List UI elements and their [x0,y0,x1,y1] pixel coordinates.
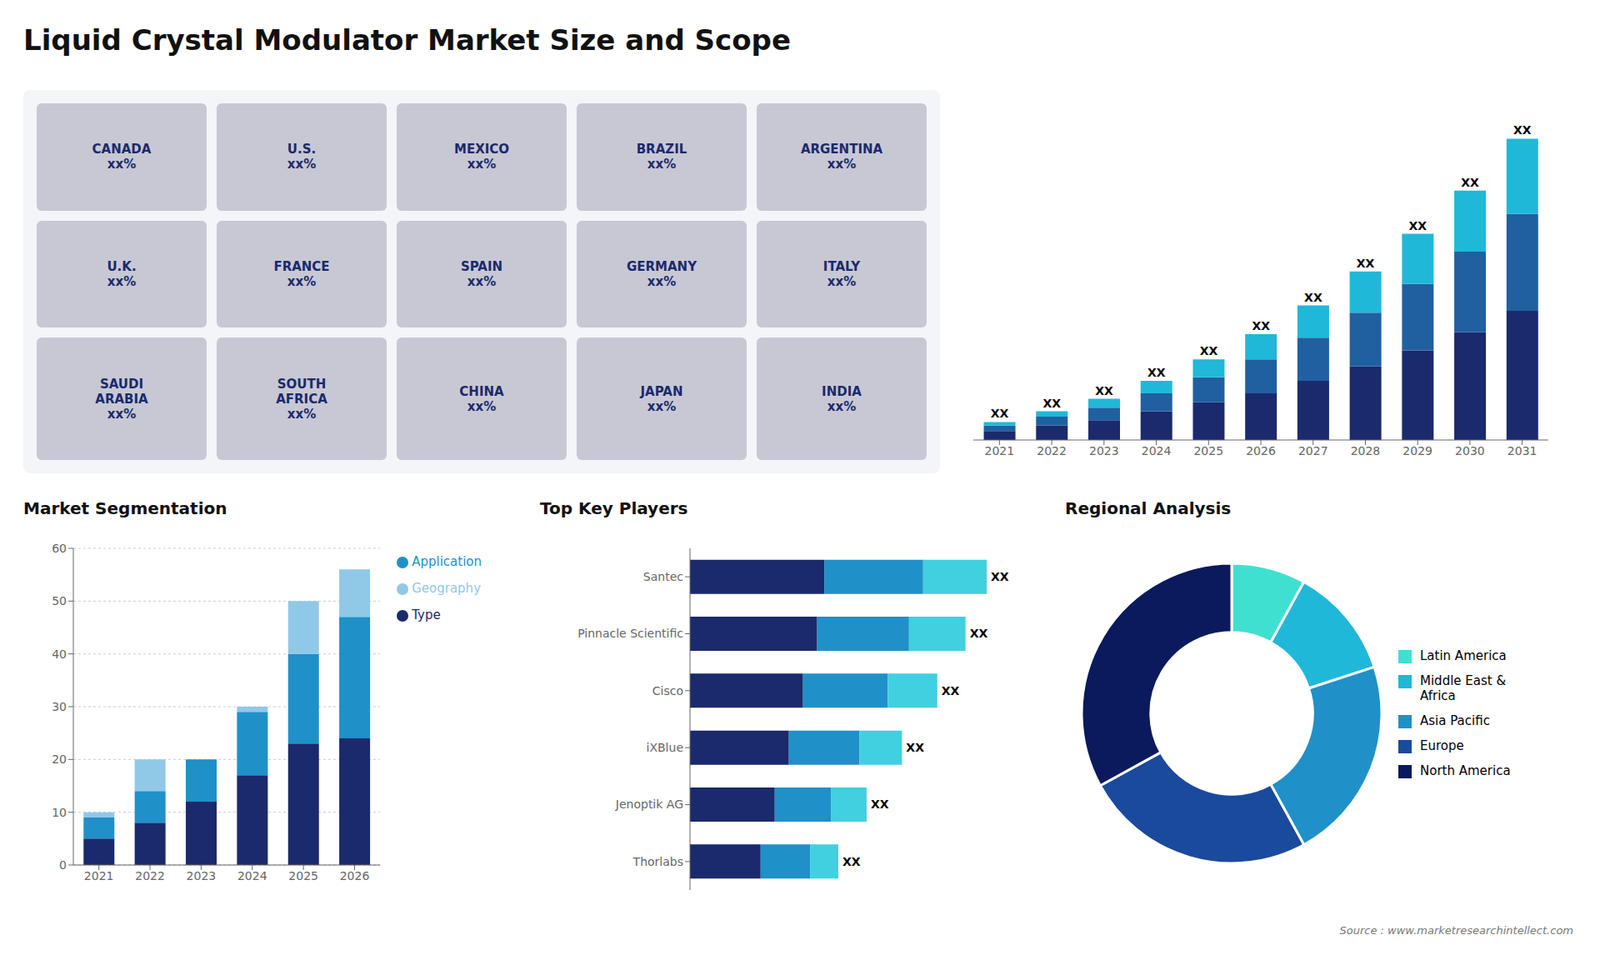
svg-text:XX: XX [1460,175,1480,190]
svg-text:Pinnacle Scientific: Pinnacle Scientific [577,626,684,640]
html-text:Asia Pacific: Asia Pacific [1420,713,1490,729]
html-text:Africa: Africa [1420,688,1456,704]
svg-text:XX: XX [1513,123,1532,137]
html-text:xx%: xx% [287,274,316,290]
svg-text:XX: XX [990,406,1010,420]
svg-text:50: 50 [51,594,67,608]
svg-text:XX: XX [905,740,925,755]
html-text:ARABIA: ARABIA [95,391,149,407]
html-text:Application: Application [411,554,482,570]
svg-text:2024: 2024 [237,869,268,883]
svg-text:2026: 2026 [1245,444,1276,458]
html-text:AFRICA: AFRICA [276,391,328,407]
svg-text:0: 0 [59,858,67,872]
svg-text:2021: 2021 [84,869,115,883]
svg-text:Santec: Santec [643,570,684,584]
svg-text:XX: XX [1409,219,1428,233]
html-text:xx%: xx% [287,156,316,172]
svg-text:XX: XX [1042,396,1061,410]
svg-text:30: 30 [51,700,67,714]
html-text:Europe: Europe [1420,738,1464,754]
html-text:Geography: Geography [411,580,481,596]
html-text:Source : www.marketresearchint: Source : www.marketresearchintellect.com [1339,924,1574,937]
svg-text:2023: 2023 [1089,444,1120,458]
svg-text:XX: XX [1147,365,1166,380]
html-text:JAPAN: JAPAN [640,383,683,399]
html-text:xx%: xx% [107,406,136,422]
svg-text:2023: 2023 [186,869,217,883]
svg-text:2021: 2021 [985,444,1015,458]
svg-text:XX: XX [1304,290,1323,305]
svg-text:Thorlabs: Thorlabs [632,855,684,869]
html-text:Top Key Players: Top Key Players [540,498,688,519]
svg-text:2029: 2029 [1402,444,1433,458]
html-text:ARGENTINA: ARGENTINA [800,141,883,157]
html-text:FRANCE: FRANCE [273,259,330,275]
svg-text:2022: 2022 [135,869,165,883]
svg-text:XX: XX [941,684,960,698]
svg-text:2022: 2022 [1036,444,1067,458]
svg-text:2031: 2031 [1507,444,1538,458]
svg-text:XX: XX [842,855,861,869]
svg-text:2024: 2024 [1141,444,1172,458]
html-text:Middle East &: Middle East & [1420,673,1506,689]
svg-text:2025: 2025 [288,869,319,883]
html-text:CHINA: CHINA [459,383,504,399]
svg-text:2030: 2030 [1455,444,1485,458]
html-text:North America: North America [1420,763,1511,779]
svg-text:2026: 2026 [340,869,370,883]
html-text:SOUTH: SOUTH [277,376,327,392]
svg-text:10: 10 [51,805,67,820]
html-text:U.S.: U.S. [287,141,316,157]
html-text:MEXICO: MEXICO [454,141,510,157]
svg-text:60: 60 [51,541,67,555]
svg-text:40: 40 [51,647,67,661]
svg-text:XX: XX [1200,344,1219,358]
svg-text:Jenoptik AG: Jenoptik AG [615,797,684,811]
svg-text:iXBlue: iXBlue [646,740,684,755]
svg-text:XX: XX [970,626,989,640]
svg-text:20: 20 [51,752,67,766]
svg-text:2025: 2025 [1193,444,1224,458]
html-text:SAUDI: SAUDI [99,376,144,392]
html-text:SPAIN: SPAIN [460,259,503,275]
html-text:INDIA: INDIA [821,383,862,399]
html-text:Liquid Crystal Modulator Marke: Liquid Crystal Modulator Market Size and… [23,23,791,57]
html-text:xx%: xx% [647,398,676,414]
html-text:Regional Analysis: Regional Analysis [1065,498,1231,519]
html-text:xx%: xx% [647,156,676,172]
html-text:xx%: xx% [467,156,496,172]
html-text:xx%: xx% [827,274,856,290]
html-text:xx%: xx% [287,406,316,422]
html-text:BRAZIL: BRAZIL [636,141,687,157]
svg-text:XX: XX [1356,256,1375,270]
html-text:xx%: xx% [467,274,496,290]
html-text:Market Segmentation: Market Segmentation [23,498,228,519]
svg-text:2027: 2027 [1298,444,1329,458]
svg-text:XX: XX [1251,319,1270,333]
html-text:xx%: xx% [827,398,856,414]
html-text:xx%: xx% [467,398,496,414]
html-text:GERMANY: GERMANY [626,259,697,275]
svg-text:Cisco: Cisco [652,684,684,698]
svg-text:XX: XX [990,570,1010,584]
svg-text:XX: XX [1095,384,1114,398]
svg-text:XX: XX [870,797,890,811]
html-text:ITALY: ITALY [823,259,861,275]
html-text:xx%: xx% [647,274,676,290]
html-text:Latin America: Latin America [1420,648,1507,664]
html-text:xx%: xx% [107,274,136,290]
html-text:xx%: xx% [107,156,136,172]
html-text:xx%: xx% [827,156,856,172]
html-text:CANADA: CANADA [92,141,152,157]
svg-text:2028: 2028 [1350,444,1381,458]
html-text:Type: Type [411,607,441,623]
html-text:U.K.: U.K. [107,259,137,275]
